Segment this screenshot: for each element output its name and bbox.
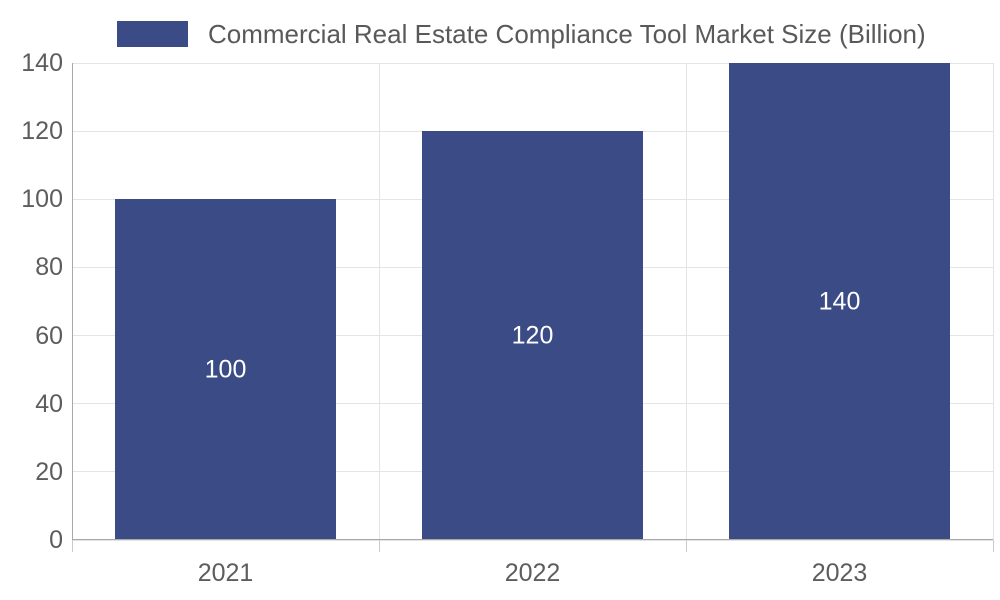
y-tick-label: 120 (21, 117, 63, 146)
legend-label: Commercial Real Estate Compliance Tool M… (208, 19, 926, 49)
x-axis-tick (71, 540, 73, 552)
y-tick-label: 0 (49, 526, 63, 554)
y-tick-label: 60 (35, 321, 63, 350)
y-tick-label: 40 (35, 389, 63, 418)
legend: Commercial Real Estate Compliance Tool M… (117, 19, 926, 49)
legend-swatch (117, 21, 188, 47)
x-axis-tick (992, 540, 994, 552)
bar-2022 (422, 131, 643, 540)
x-axis-tick (685, 540, 687, 552)
bar-value-label: 100 (204, 355, 247, 384)
bar-2023 (729, 63, 950, 540)
gridline-vertical (685, 63, 687, 540)
x-tick-label: 2021 (197, 559, 254, 587)
x-tick-label: 2022 (504, 559, 561, 587)
x-tick-label: 2023 (811, 559, 868, 587)
y-tick-label: 140 (21, 49, 63, 77)
gridline-vertical (992, 63, 994, 540)
bar-2021 (115, 199, 336, 540)
gridline-horizontal (72, 539, 993, 541)
y-tick-label: 20 (35, 457, 63, 486)
x-axis-line (72, 539, 993, 540)
plot-area: 100 120 140 (71, 62, 994, 552)
x-axis-tick (378, 540, 380, 552)
bar-value-label: 120 (511, 321, 554, 350)
gridline-vertical (378, 63, 380, 540)
y-tick-label: 100 (21, 185, 63, 214)
y-tick-label: 80 (35, 253, 63, 282)
gridline-horizontal (72, 62, 993, 64)
y-axis-line (72, 63, 73, 552)
bar-value-label: 140 (818, 287, 861, 315)
